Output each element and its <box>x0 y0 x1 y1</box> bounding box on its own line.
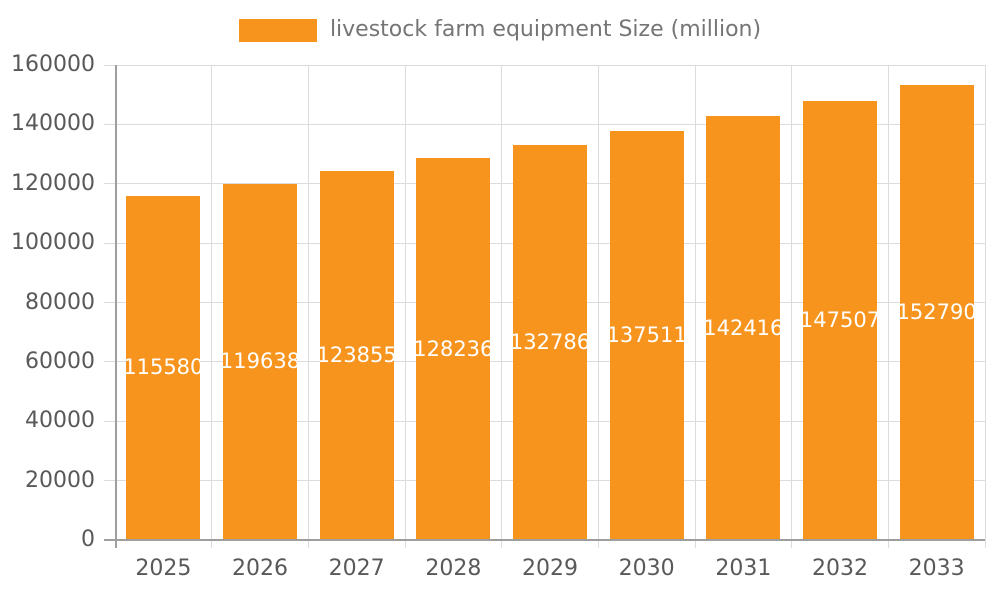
bar-value-label: 115580 <box>126 355 201 380</box>
gridline-vertical <box>501 65 503 548</box>
x-axis-tick-label: 2027 <box>328 556 385 581</box>
x-axis-tick-label: 2033 <box>908 556 965 581</box>
x-axis-tick-label: 2032 <box>811 556 868 581</box>
bar-2026: 119638 <box>223 183 297 539</box>
bar-value-label: 152790 <box>899 300 974 325</box>
x-axis-line <box>104 539 985 541</box>
gridline-vertical <box>984 65 986 548</box>
bar-2032: 147507 <box>803 101 877 539</box>
gridline-vertical <box>211 65 213 548</box>
gridline-vertical <box>694 65 696 548</box>
gridline-horizontal <box>104 64 985 66</box>
bar-value-label: 147507 <box>803 308 877 333</box>
y-axis-tick-label: 120000 <box>11 170 95 196</box>
bar-2027: 123855 <box>319 171 394 539</box>
y-axis-tick-label: 140000 <box>11 111 95 137</box>
bar-value-label: 137511 <box>609 322 684 347</box>
legend-swatch <box>238 18 317 42</box>
legend-label: livestock farm equipment Size (million) <box>329 17 762 42</box>
y-axis-tick-label: 80000 <box>25 289 95 315</box>
x-axis-tick-label: 2030 <box>618 556 675 581</box>
y-axis-tick-label: 0 <box>81 527 95 552</box>
bar-2029: 132786 <box>513 144 587 539</box>
y-axis-tick-label: 100000 <box>11 230 95 256</box>
legend: livestock farm equipment Size (million) <box>0 17 1000 43</box>
bar-2025: 115580 <box>126 195 201 539</box>
gridline-vertical <box>597 65 599 548</box>
x-axis-tick-label: 2025 <box>135 556 192 581</box>
gridline-vertical <box>307 65 309 548</box>
gridline-vertical <box>404 65 406 548</box>
bar-value-label: 132786 <box>513 329 587 354</box>
y-axis-line <box>115 65 117 548</box>
x-axis-tick-label: 2026 <box>231 556 288 581</box>
gridline-vertical <box>887 65 889 548</box>
plot-area: 115580 119638 123855 128236 132786 137511 1424… <box>104 64 986 548</box>
bar-value-label: 119638 <box>223 349 297 374</box>
gridline-horizontal <box>104 123 985 125</box>
x-axis-tick-label: 2029 <box>521 556 578 581</box>
bar-value-label: 142416 <box>706 315 781 340</box>
bar-2033: 152790 <box>899 85 974 539</box>
x-axis-tick-label: 2028 <box>425 556 482 581</box>
bar-value-label: 123855 <box>319 343 394 368</box>
y-axis-tick-label: 160000 <box>11 52 95 77</box>
bar-value-label: 128236 <box>416 336 491 361</box>
y-axis-tick-label: 40000 <box>25 408 95 434</box>
bar-2031: 142416 <box>706 116 781 539</box>
bar-2028: 128236 <box>416 158 491 539</box>
gridline-vertical <box>791 65 793 548</box>
y-axis-tick-label: 60000 <box>25 348 95 374</box>
y-axis-tick-label: 20000 <box>25 467 95 493</box>
bar-2030: 137511 <box>609 130 684 539</box>
x-axis-tick-label: 2031 <box>715 556 772 581</box>
